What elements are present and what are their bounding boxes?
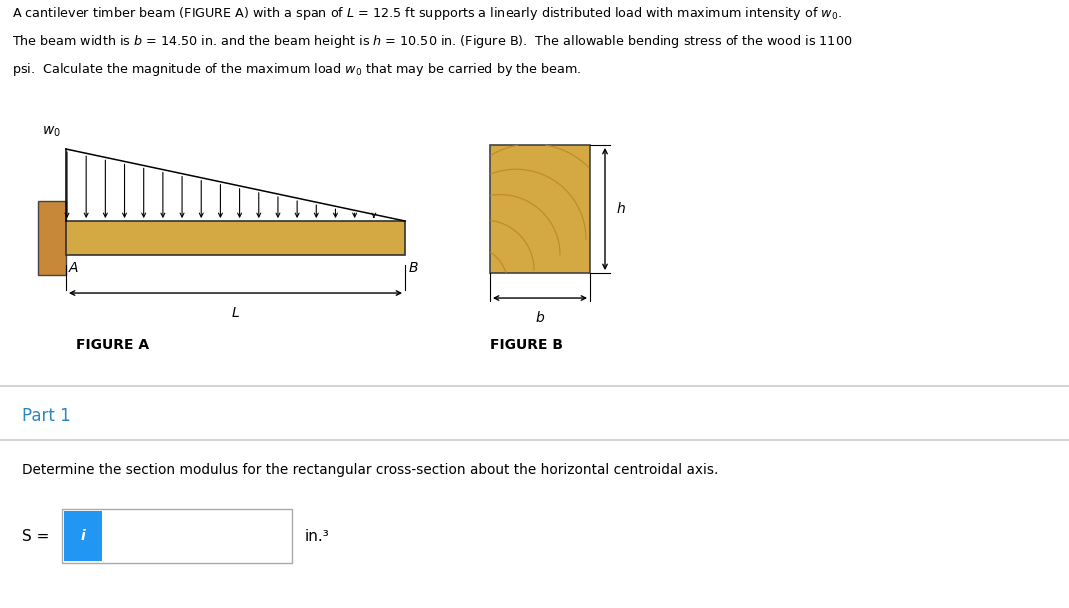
Text: A cantilever timber beam (FIGURE A) with a span of $L$ = 12.5 ft supports a line: A cantilever timber beam (FIGURE A) with…	[12, 5, 842, 22]
Text: The beam width is $b$ = 14.50 in. and the beam height is $h$ = 10.50 in. (Figure: The beam width is $b$ = 14.50 in. and th…	[12, 33, 852, 50]
Text: A: A	[69, 261, 78, 275]
Text: psi.  Calculate the magnitude of the maximum load $w_0$ that may be carried by t: psi. Calculate the magnitude of the maxi…	[12, 61, 582, 78]
Bar	[66, 221, 405, 255]
Text: FIGURE B: FIGURE B	[490, 338, 563, 352]
Text: L: L	[232, 306, 239, 320]
Text: in.³: in.³	[305, 528, 329, 544]
Bar	[38, 201, 66, 275]
Bar	[64, 511, 102, 561]
Text: b: b	[536, 311, 544, 325]
Text: i: i	[80, 528, 86, 542]
Text: S =: S =	[22, 528, 49, 544]
Text: B: B	[409, 261, 418, 275]
Text: FIGURE A: FIGURE A	[76, 338, 149, 352]
Text: Part 1: Part 1	[22, 407, 71, 425]
Text: $w_0$: $w_0$	[42, 125, 61, 139]
Bar	[62, 509, 292, 563]
Text: h: h	[617, 202, 625, 216]
Bar	[490, 145, 590, 273]
Text: Determine the section modulus for the rectangular cross-section about the horizo: Determine the section modulus for the re…	[22, 463, 718, 477]
